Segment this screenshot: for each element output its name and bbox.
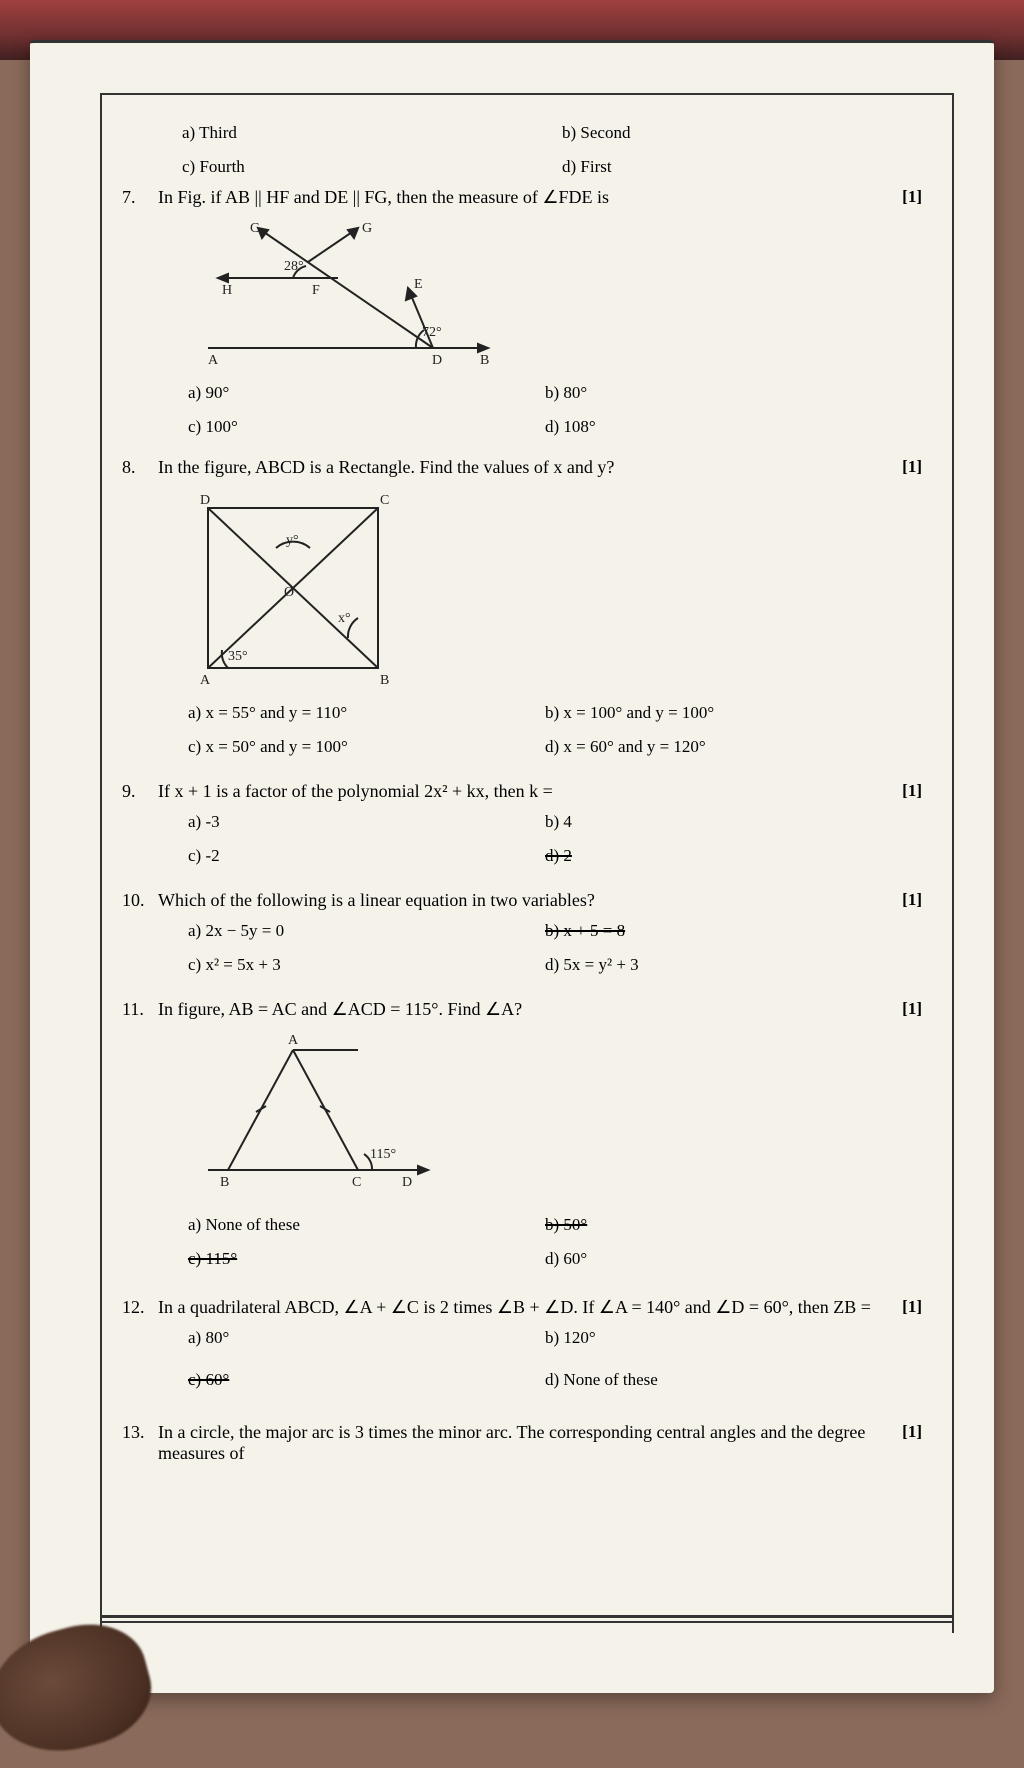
q10: 10. Which of the following is a linear e… <box>122 890 922 985</box>
page-bottom-rule <box>102 1615 952 1623</box>
q10-stem: Which of the following is a linear equat… <box>158 890 882 911</box>
q13: 13. In a circle, the major arc is 3 time… <box>122 1422 922 1470</box>
q12-options: a) 80° b) 120° c) 60° d) None of these <box>188 1328 882 1390</box>
q11-opt-a: a) None of these <box>188 1215 525 1235</box>
q11-stem: In figure, AB = AC and ∠ACD = 115°. Find… <box>158 999 882 1020</box>
fig8-label-A: A <box>200 673 211 688</box>
q8-opt-d: d) x = 60° and y = 120° <box>545 737 882 757</box>
fig11-label-B: B <box>220 1175 229 1190</box>
q7-marks: [1] <box>882 187 922 207</box>
q10-opt-b: b) x + 5 = 8 <box>545 921 882 941</box>
fig8-angle-x: x° <box>338 611 351 626</box>
q11-figure: A B C D 115° <box>188 1030 882 1205</box>
fig8-label-C: C <box>380 493 389 508</box>
q13-marks: [1] <box>882 1422 922 1442</box>
q6-options: a) Third b) Second c) Fourth d) First <box>182 123 922 177</box>
q8-options: a) x = 55° and y = 110° b) x = 100° and … <box>188 703 882 757</box>
q10-number: 10. <box>122 890 158 911</box>
q6-opt-a: a) Third <box>182 123 542 143</box>
q8-marks: [1] <box>882 457 922 477</box>
q10-opt-c: c) x² = 5x + 3 <box>188 955 525 975</box>
fig7-label-C: C <box>250 221 259 236</box>
fig11-angle-115: 115° <box>370 1147 396 1162</box>
q9-number: 9. <box>122 781 158 802</box>
fig11-label-D: D <box>402 1175 412 1190</box>
q13-number: 13. <box>122 1422 158 1443</box>
q9-opt-b: b) 4 <box>545 812 882 832</box>
fig7-angle-72: 72° <box>422 325 442 340</box>
q12-marks: [1] <box>882 1297 922 1317</box>
q6-opt-c: c) Fourth <box>182 157 542 177</box>
q7-stem: In Fig. if AB || HF and DE || FG, then t… <box>158 187 882 208</box>
fig8-angle-35: 35° <box>228 649 248 664</box>
q11-options: a) None of these b) 50° c) 115° d) 60° <box>188 1215 882 1269</box>
q11-opt-d: d) 60° <box>545 1249 882 1269</box>
q7-opt-d: d) 108° <box>545 417 882 437</box>
fig11-label-A: A <box>288 1033 299 1048</box>
q8-opt-c: c) x = 50° and y = 100° <box>188 737 525 757</box>
q8-opt-a: a) x = 55° and y = 110° <box>188 703 525 723</box>
q7-number: 7. <box>122 187 158 208</box>
fig7-angle-28: 28° <box>284 259 304 274</box>
fig11-label-C: C <box>352 1175 361 1190</box>
q12-opt-c: c) 60° <box>188 1370 525 1390</box>
q8-number: 8. <box>122 457 158 478</box>
q6-opt-b: b) Second <box>562 123 922 143</box>
q12-number: 12. <box>122 1297 158 1318</box>
q10-opt-d: d) 5x = y² + 3 <box>545 955 882 975</box>
q9-opt-d: d) 2 <box>545 846 882 866</box>
q11-marks: [1] <box>882 999 922 1019</box>
q12-opt-b: b) 120° <box>545 1328 882 1348</box>
page-frame: a) Third b) Second c) Fourth d) First 7.… <box>100 93 954 1633</box>
q7-opt-c: c) 100° <box>188 417 525 437</box>
q9-marks: [1] <box>882 781 922 801</box>
q7-opt-a: a) 90° <box>188 383 525 403</box>
q7-figure: C G H F E A D B 28° 72° <box>188 218 882 373</box>
fig7-label-F: F <box>312 283 320 298</box>
q9: 9. If x + 1 is a factor of the polynomia… <box>122 781 922 876</box>
fig7-label-A: A <box>208 353 219 368</box>
q6-opt-d: d) First <box>562 157 922 177</box>
q8-opt-b: b) x = 100° and y = 100° <box>545 703 882 723</box>
q7-opt-b: b) 80° <box>545 383 882 403</box>
q10-marks: [1] <box>882 890 922 910</box>
q11-opt-b: b) 50° <box>545 1215 882 1235</box>
q11-opt-c: c) 115° <box>188 1249 525 1269</box>
fig7-label-E: E <box>414 277 423 292</box>
q9-options: a) -3 b) 4 c) -2 d) 2 <box>188 812 882 866</box>
q8-stem: In the figure, ABCD is a Rectangle. Find… <box>158 457 882 478</box>
q8-figure: D C A B O 35° y° x° <box>188 488 882 693</box>
q12-stem: In a quadrilateral ABCD, ∠A + ∠C is 2 ti… <box>158 1297 882 1318</box>
fig7-label-G: G <box>362 221 372 236</box>
fig7-label-D: D <box>432 353 442 368</box>
q8: 8. In the figure, ABCD is a Rectangle. F… <box>122 457 922 767</box>
q12-opt-d: d) None of these <box>545 1370 882 1390</box>
fig8-label-D: D <box>200 493 210 508</box>
q11: 11. In figure, AB = AC and ∠ACD = 115°. … <box>122 999 922 1279</box>
q7-options: a) 90° b) 80° c) 100° d) 108° <box>188 383 882 437</box>
exam-paper: a) Third b) Second c) Fourth d) First 7.… <box>30 40 994 1693</box>
q10-options: a) 2x − 5y = 0 b) x + 5 = 8 c) x² = 5x +… <box>188 921 882 975</box>
q12: 12. In a quadrilateral ABCD, ∠A + ∠C is … <box>122 1297 922 1400</box>
q7: 7. In Fig. if AB || HF and DE || FG, the… <box>122 187 922 447</box>
fig7-label-H: H <box>222 283 232 298</box>
q11-number: 11. <box>122 999 158 1020</box>
q12-opt-a: a) 80° <box>188 1328 525 1348</box>
fig8-label-O: O <box>284 585 294 600</box>
q9-opt-c: c) -2 <box>188 846 525 866</box>
fig8-angle-y: y° <box>286 533 299 548</box>
q9-opt-a: a) -3 <box>188 812 525 832</box>
q10-opt-a: a) 2x − 5y = 0 <box>188 921 525 941</box>
q9-stem: If x + 1 is a factor of the polynomial 2… <box>158 781 882 802</box>
fig8-label-B: B <box>380 673 389 688</box>
q13-stem: In a circle, the major arc is 3 times th… <box>158 1422 882 1464</box>
fig7-label-B: B <box>480 353 489 368</box>
